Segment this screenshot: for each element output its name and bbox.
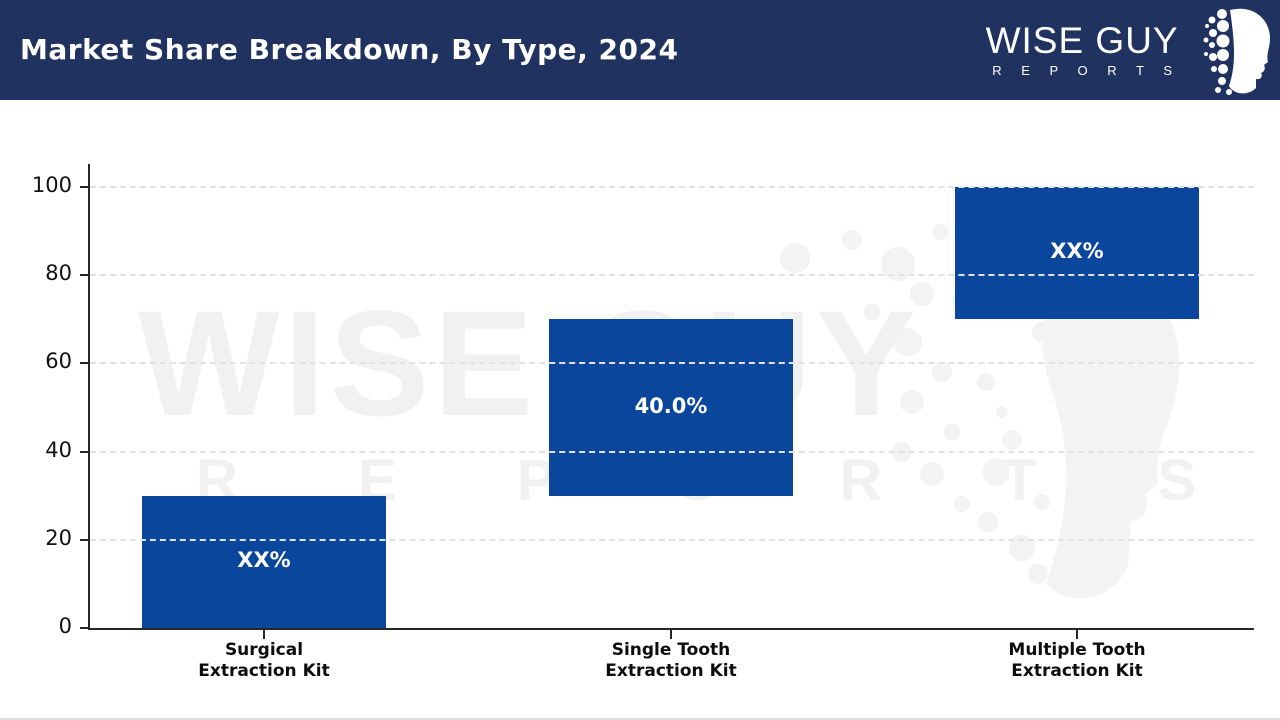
logo-tagline-text: R E P O R T S bbox=[992, 63, 1180, 79]
x-axis-tick-1 bbox=[670, 630, 672, 639]
y-axis-tick-40 bbox=[80, 450, 88, 453]
y-axis-tick-label-20: 20 bbox=[45, 525, 72, 550]
logo-text: WISE GUY R E P O R T S bbox=[984, 19, 1180, 79]
chart-title: Market Share Breakdown, By Type, 2024 bbox=[20, 33, 679, 66]
gridline-40 bbox=[90, 450, 1254, 453]
x-axis-tick-2 bbox=[1076, 630, 1078, 639]
gridline-20 bbox=[90, 538, 1254, 541]
wise-guy-reports-logo: WISE GUY R E P O R T S bbox=[984, 3, 1274, 97]
y-axis-tick-80 bbox=[80, 274, 88, 277]
y-axis-tick-100 bbox=[80, 186, 88, 188]
bar-value-label-2: XX% bbox=[1050, 239, 1104, 264]
gridline-60 bbox=[90, 362, 1254, 365]
category-label-2: Multiple Tooth Extraction Kit bbox=[917, 640, 1237, 682]
x-axis-tick-0 bbox=[263, 630, 265, 639]
category-label-1: Single Tooth Extraction Kit bbox=[511, 640, 831, 682]
category-label-0: Surgical Extraction Kit bbox=[104, 640, 424, 682]
category-label-line: Multiple Tooth bbox=[1008, 640, 1146, 660]
y-axis-tick-60 bbox=[80, 362, 88, 365]
category-label-line: Single Tooth bbox=[611, 640, 731, 660]
y-axis-tick-label-80: 80 bbox=[45, 261, 72, 286]
x-axis-line bbox=[88, 628, 1254, 630]
y-axis-tick-label-60: 60 bbox=[45, 349, 72, 374]
header-bar: Market Share Breakdown, By Type, 2024 WI… bbox=[0, 0, 1280, 100]
gridline-100 bbox=[90, 186, 1254, 188]
y-axis-tick-label-100: 100 bbox=[31, 173, 72, 197]
y-axis-tick-label-0: 0 bbox=[58, 614, 72, 638]
bar-segment-1 bbox=[549, 319, 793, 496]
y-axis-tick-label-40: 40 bbox=[45, 437, 72, 462]
y-axis-tick-20 bbox=[80, 538, 88, 541]
bar-segment-0 bbox=[142, 495, 386, 628]
y-axis-line bbox=[88, 164, 90, 630]
bar-value-label-0: XX% bbox=[237, 547, 291, 572]
gridline-80 bbox=[90, 274, 1254, 277]
category-label-line: Extraction Kit bbox=[605, 661, 737, 681]
logo-name-text: WISE GUY bbox=[985, 19, 1179, 61]
y-axis-tick-0 bbox=[80, 627, 88, 629]
bar-value-label-1: 40.0% bbox=[634, 393, 708, 418]
logo-head-icon bbox=[1203, 8, 1270, 95]
category-label-line: Extraction Kit bbox=[1011, 661, 1143, 681]
category-label-line: Extraction Kit bbox=[198, 661, 330, 681]
category-label-line: Surgical bbox=[224, 640, 304, 660]
bottom-edge-hairline bbox=[0, 718, 1280, 720]
